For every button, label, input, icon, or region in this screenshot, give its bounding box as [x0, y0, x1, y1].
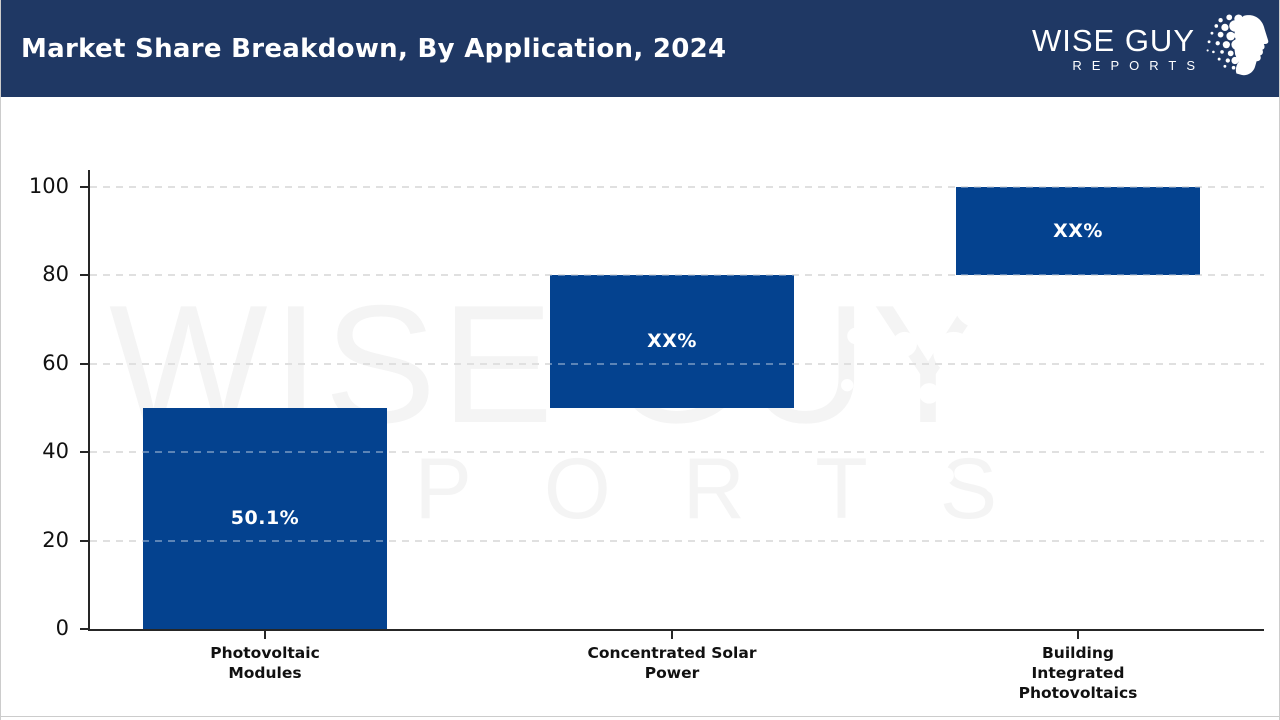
bottom-border: [1, 716, 1279, 717]
bar-value-label-2: XX%: [647, 330, 697, 353]
y-axis-label-80: 80: [42, 262, 69, 287]
dotted-head-icon: [1206, 14, 1269, 76]
bar-segment-1: 50.1%: [143, 407, 387, 629]
gridline-40: [90, 451, 1264, 454]
x-axis-tick-1: [264, 631, 266, 639]
x-axis-tick-2: [671, 631, 673, 639]
y-axis-line: [88, 170, 90, 631]
y-axis-tick-40: [80, 451, 88, 454]
page-title: Market Share Breakdown, By Application, …: [21, 33, 727, 64]
logo-subtext: REPORTS: [1072, 58, 1205, 73]
bar-value-label-1: 50.1%: [230, 507, 300, 530]
y-axis-tick-100: [80, 186, 88, 188]
wiseguy-logo: WISE GUY REPORTS: [1032, 4, 1271, 94]
x-axis-category-label-1: Photovoltaic Modules: [210, 644, 320, 682]
gridline-100: [90, 186, 1264, 188]
gridline-overlay-40: [90, 451, 1264, 454]
x-axis-line: [88, 629, 1264, 631]
y-axis-label-20: 20: [42, 527, 69, 552]
x-axis-category-label-2: Concentrated Solar Power: [587, 644, 757, 682]
x-axis-tick-3: [1077, 631, 1079, 639]
logo-wordmark: WISE GUY: [1031, 23, 1195, 58]
logo-text: WISE GUY REPORTS: [1031, 23, 1195, 74]
gridline-overlay-60: [90, 362, 1264, 365]
gridline-20: [90, 539, 1264, 542]
y-axis-label-60: 60: [42, 350, 69, 375]
gridline-overlay-100: [90, 186, 1264, 188]
y-axis-tick-20: [80, 539, 88, 542]
y-axis-tick-0: [80, 628, 88, 630]
bar-segment-3: XX%: [956, 187, 1200, 276]
bar-segment-2: XX%: [550, 275, 794, 408]
y-axis-label-100: 100: [28, 174, 69, 198]
y-axis-tick-80: [80, 274, 88, 277]
gridline-overlay-20: [90, 539, 1264, 542]
y-axis-label-40: 40: [42, 439, 69, 464]
bar-value-label-3: XX%: [1053, 220, 1103, 243]
gridline-overlay-80: [90, 274, 1264, 277]
x-axis-category-label-3: Building Integrated Photovoltaics: [1018, 644, 1138, 702]
y-axis-tick-60: [80, 362, 88, 365]
header: Market Share Breakdown, By Application, …: [1, 0, 1279, 97]
y-axis-label-0: 0: [55, 616, 69, 640]
